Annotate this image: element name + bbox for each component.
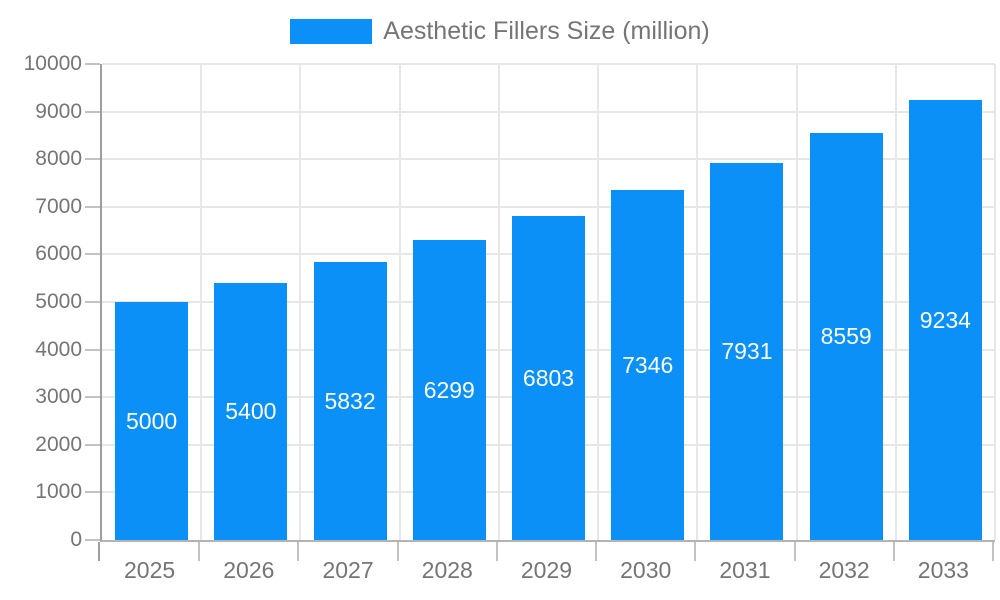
y-axis-tick-label: 6000 [35,242,82,266]
vertical-gridline [200,64,203,540]
bar-value-label: 8559 [820,322,872,349]
x-axis-tick-mark [198,542,201,561]
x-axis-label-2029: 2029 [520,557,573,583]
legend-swatch [290,19,373,44]
horizontal-gridline [102,205,995,208]
horizontal-gridline [102,110,995,113]
y-axis-tick-label: 5000 [35,290,82,313]
vertical-gridline [497,64,500,540]
vertical-gridline [696,64,699,540]
x-axis-tick-mark [892,542,895,561]
bar-2030[interactable]: 7346 [611,190,685,540]
x-axis-tick-mark [495,542,498,561]
bar-2031[interactable]: 7931 [710,162,784,540]
x-axis-tick-mark [992,542,994,561]
bar-2033[interactable]: 9234 [908,100,982,540]
horizontal-gridline [102,63,995,65]
y-axis-tick-mark [85,396,100,399]
vertical-gridline [894,64,897,540]
y-axis-tick-label: 2000 [35,432,82,456]
bar-2032[interactable]: 8559 [809,132,883,540]
y-axis-tick-mark [85,158,100,161]
x-axis-label-2031: 2031 [719,557,771,583]
legend-label: Aesthetic Fillers Size (million) [383,17,710,45]
vertical-gridline [597,64,600,540]
bar-2025[interactable]: 5000 [115,302,189,540]
x-axis-label-2026: 2026 [223,557,275,583]
x-axis-tick-mark [396,542,399,561]
y-axis-tick-label: 10000 [23,52,82,75]
y-axis-tick-mark [85,443,100,446]
vertical-gridline [299,64,302,540]
x-axis-tick-mark [793,542,796,561]
bar-2026[interactable]: 5400 [214,282,288,540]
y-axis-tick-label: 8000 [35,147,82,171]
x-axis-tick-mark [694,542,697,561]
bar-value-label: 6299 [423,376,475,403]
bar-value-label: 7346 [622,351,674,378]
horizontal-gridline [102,158,995,161]
bar-value-label: 6803 [522,364,575,391]
y-axis-tick-mark [85,301,100,303]
y-axis-tick-mark [85,491,100,494]
vertical-gridline [994,64,996,540]
plot-area: 5000 5400 5832 6299 6803 7346 7931 8559 9234 [100,63,996,542]
x-axis-label-2028: 2028 [421,557,473,583]
bar-value-label: 7931 [721,337,773,364]
bar-2027[interactable]: 5832 [313,262,387,540]
y-axis-tick-label: 4000 [35,337,82,361]
y-axis-tick-mark [85,110,100,113]
x-axis-tick-mark [297,542,300,561]
x-axis-label-2025: 2025 [124,557,176,583]
y-axis-tick-label: 7000 [35,194,82,218]
x-axis-label-2030: 2030 [620,557,672,583]
y-axis-tick-mark [85,205,100,208]
vertical-gridline [795,64,798,540]
x-axis-tick-mark [595,542,598,561]
y-axis-tick-mark [85,539,100,541]
y-axis-extension [98,542,100,561]
vertical-gridline [398,64,401,540]
x-axis-label-2032: 2032 [818,557,870,583]
bar-value-label: 5400 [225,397,277,424]
y-axis-tick-mark [85,63,100,65]
bar-value-label: 5000 [126,407,178,434]
y-axis-tick-mark [85,253,100,256]
x-axis-label-2033: 2033 [917,557,969,583]
bar-value-label: 9234 [919,306,971,333]
y-axis-tick-label: 9000 [35,99,82,123]
y-axis-tick-label: 0 [70,528,82,551]
y-axis-tick-label: 3000 [35,385,82,409]
legend[interactable]: Aesthetic Fillers Size (million) [0,18,1000,45]
y-axis-tick-label: 1000 [35,480,82,504]
x-axis-label-2027: 2027 [322,557,374,583]
bar-2028[interactable]: 6299 [412,240,486,540]
y-axis-tick-mark [85,348,100,351]
bar-value-label: 5832 [324,387,376,414]
bar-2029[interactable]: 6803 [512,216,585,540]
